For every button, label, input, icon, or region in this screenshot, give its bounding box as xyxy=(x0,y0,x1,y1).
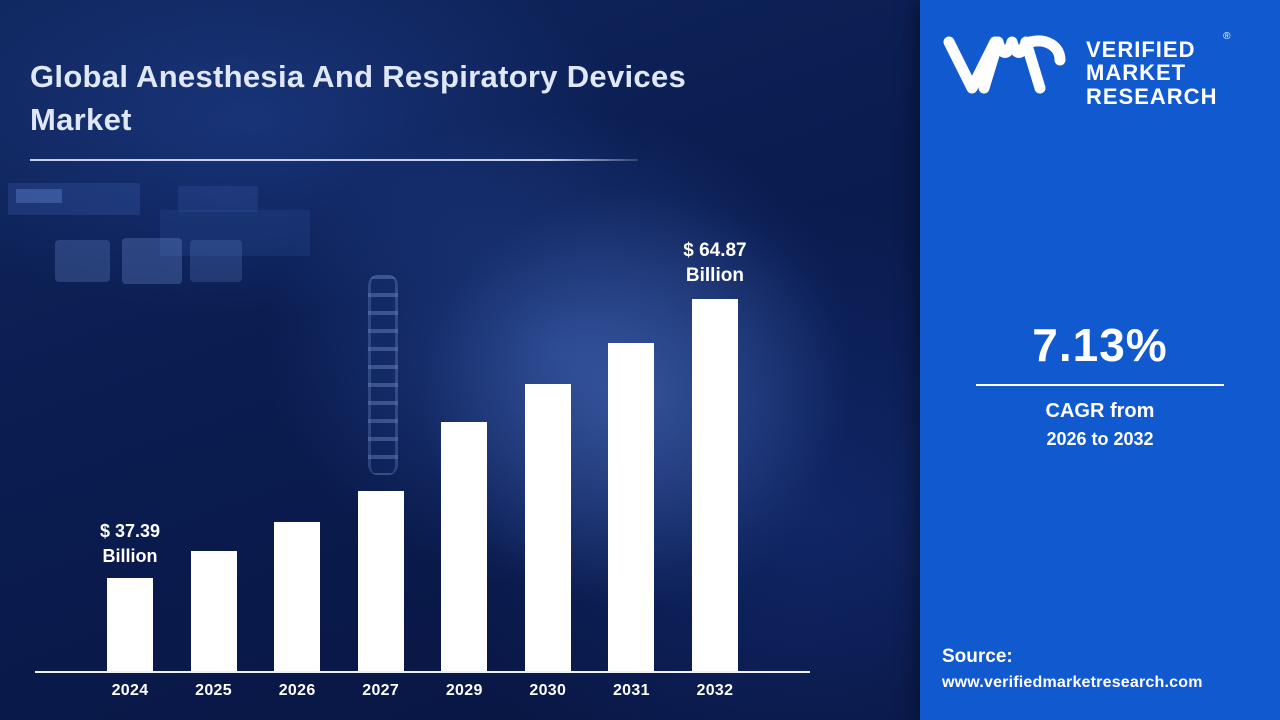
x-axis: 2024 2025 2026 2027 2029 2030 2031 2032 xyxy=(35,682,810,700)
source-url-link[interactable]: www.verifiedmarketresearch.com xyxy=(942,674,1203,691)
cagr-block: 7.13% CAGR from 2026 to 2032 xyxy=(920,318,1280,450)
bar-column xyxy=(604,343,658,671)
bar-column xyxy=(437,422,491,671)
x-axis-label: 2025 xyxy=(195,682,232,699)
bar-column xyxy=(270,522,324,671)
registered-mark: ® xyxy=(1223,31,1232,42)
chart-pane: Global Anesthesia And Respiratory Device… xyxy=(0,0,920,720)
x-axis-label: 2027 xyxy=(362,682,400,699)
bar-column: $ 64.87 Billion xyxy=(683,238,747,671)
x-axis-label: 2026 xyxy=(278,682,316,699)
cagr-period: 2026 to 2032 xyxy=(1046,429,1154,449)
bar xyxy=(107,578,153,671)
bar xyxy=(524,384,571,671)
vmr-monogram-icon xyxy=(943,35,1066,94)
cagr-label: CAGR from xyxy=(1045,400,1155,422)
bars: $ 37.39 Billion $ 64.87 Billion xyxy=(35,238,810,673)
cagr-value: 7.13% xyxy=(1032,319,1168,371)
brand-line-2: MARKET xyxy=(1086,60,1187,86)
bar xyxy=(608,343,655,671)
info-panel: ® VERIFIED MARKET RESEARCH 7.13% CAGR fr… xyxy=(920,0,1280,720)
x-axis-label: 2030 xyxy=(529,682,567,699)
x-axis-label: 2029 xyxy=(445,682,483,699)
x-axis-label: 2031 xyxy=(612,682,650,699)
decor-people-icons xyxy=(178,186,258,212)
decor-monitor-screen xyxy=(16,189,62,203)
brand-line-3: RESEARCH xyxy=(1086,83,1218,109)
bar xyxy=(357,491,404,671)
title-underline xyxy=(30,159,638,161)
bar-chart: $ 37.39 Billion $ 64.87 Billion 2024 2025 202… xyxy=(35,238,810,700)
page-title: Global Anesthesia And Respiratory Device… xyxy=(30,59,687,138)
bar xyxy=(691,299,738,671)
bar-value-label: $ 64.87 Billion xyxy=(683,239,747,287)
bar xyxy=(274,522,321,671)
bar-column xyxy=(521,384,575,671)
bar-value-label: $ 37.39 Billion xyxy=(99,521,161,566)
bar-column: $ 37.39 Billion xyxy=(99,519,161,671)
x-axis-label: 2024 xyxy=(111,682,149,699)
cagr-underline xyxy=(976,384,1224,386)
decor-monitor-icon xyxy=(8,183,140,215)
brand-name: ® VERIFIED MARKET RESEARCH xyxy=(1086,31,1230,109)
bar xyxy=(190,551,237,671)
bar-column xyxy=(354,491,408,671)
brand-line-1: VERIFIED xyxy=(1086,37,1196,62)
x-axis-label: 2032 xyxy=(696,682,734,699)
source-block: Source: www.verifiedmarketresearch.com xyxy=(942,646,1262,692)
brand-logo: ® VERIFIED MARKET RESEARCH xyxy=(942,31,1258,109)
source-label: Source: xyxy=(942,646,1013,667)
bar xyxy=(441,422,488,671)
bar-column xyxy=(187,551,241,671)
